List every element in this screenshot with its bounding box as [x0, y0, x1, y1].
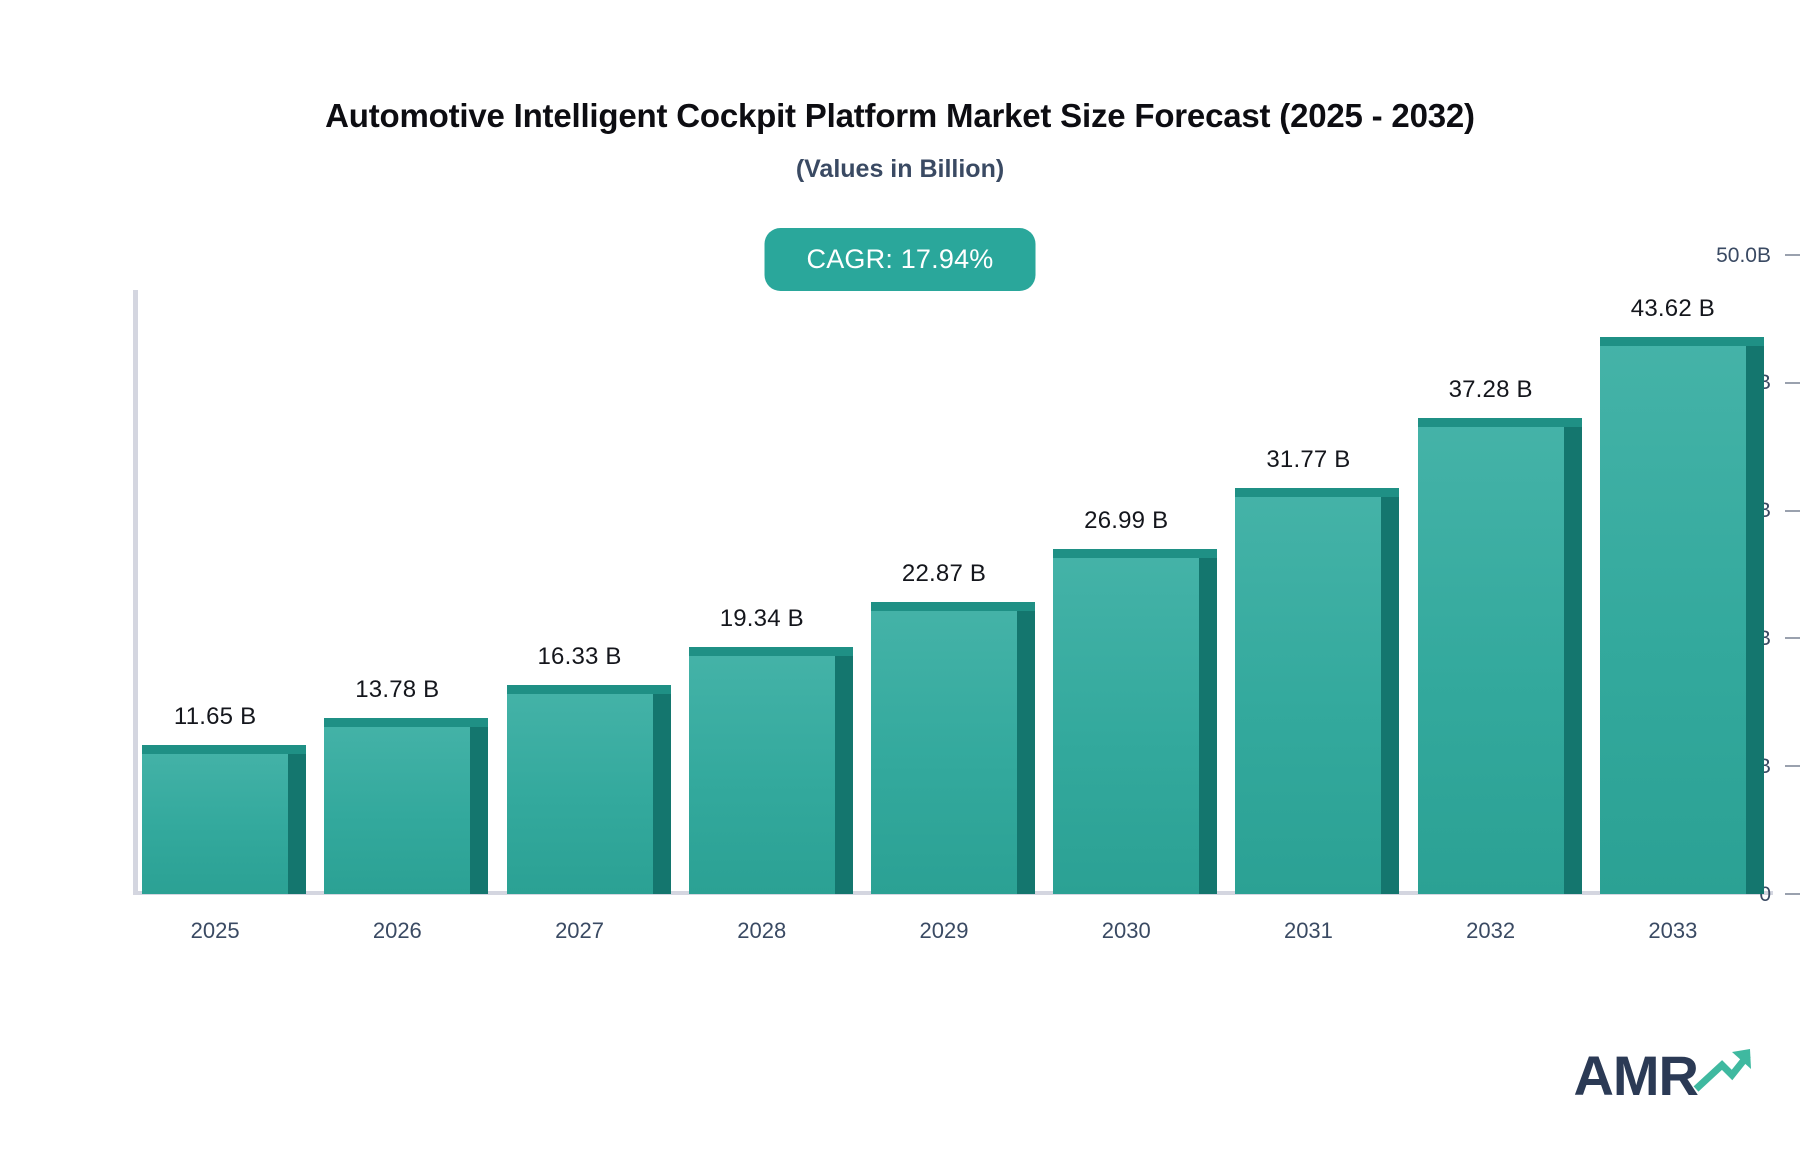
bar-item[interactable]: 19.34 B 2028 [688, 605, 853, 943]
bar-value-label: 16.33 B [537, 643, 622, 671]
bar-side-3d [288, 754, 307, 894]
bar-top-3d [1235, 487, 1400, 497]
bar-face [1053, 549, 1200, 894]
y-axis-tick: 50.0B [1663, 243, 1800, 267]
bar-item[interactable]: 11.65 B 2025 [142, 703, 307, 943]
bar-value-label: 31.77 B [1266, 445, 1351, 473]
bar-top-3d [1417, 417, 1582, 427]
x-axis-tick-label: 2025 [190, 918, 240, 943]
bar-face [142, 745, 289, 894]
bar-face [1235, 487, 1382, 894]
bar-top-3d [506, 685, 671, 695]
cagr-badge: CAGR: 17.94% [764, 228, 1036, 291]
x-axis-tick-label: 2032 [1466, 918, 1516, 943]
y-axis-tick-mark [1785, 637, 1800, 640]
y-axis-tick-label: 0 [1759, 882, 1771, 906]
bar-value-label: 22.87 B [901, 559, 987, 587]
x-axis-tick-label: 2033 [1648, 918, 1698, 943]
bar-item[interactable]: 16.33 B 2027 [506, 643, 671, 943]
growth-arrow-icon [1692, 1047, 1752, 1098]
bar-side-3d [1199, 558, 1218, 894]
x-axis-tick-label: 2027 [555, 918, 605, 943]
amr-wordmark: AMR [1573, 1044, 1699, 1107]
amr-logo: AMR [1573, 1047, 1752, 1104]
y-axis-tick-mark [1785, 381, 1800, 384]
bar-top-3d [1599, 336, 1764, 346]
bar-face [871, 601, 1017, 894]
y-axis-tick-mark [1785, 254, 1800, 256]
x-axis-tick-label: 2028 [737, 918, 787, 943]
bar-top-3d [688, 646, 853, 656]
bar-side-3d [470, 726, 489, 894]
page-title: Automotive Intelligent Cockpit Platform … [325, 97, 1475, 134]
chart-subtitle: (Values in Billion) [795, 154, 1005, 183]
bar-top-3d [142, 745, 307, 755]
bar-value-label: 11.65 B [173, 703, 257, 731]
bar-side-3d [1745, 345, 1764, 894]
bar-face [506, 685, 653, 894]
y-axis-tick-mark [1785, 765, 1800, 768]
y-axis-line [133, 290, 138, 895]
bar-item[interactable]: 37.28 B 2032 [1417, 376, 1582, 943]
y-axis-tick-mark [1785, 509, 1800, 512]
bar-face [324, 717, 471, 894]
bar-value-label: 26.99 B [1084, 507, 1169, 535]
bar-item[interactable]: 31.77 B 2031 [1235, 446, 1400, 943]
bar-item[interactable]: 13.78 B 2026 [324, 676, 489, 943]
bar-side-3d [1017, 610, 1035, 894]
bar-face [688, 646, 835, 894]
bar-top-3d [871, 601, 1035, 611]
bar-value-label: 13.78 B [355, 675, 440, 703]
bar-top-3d [1053, 549, 1218, 559]
bar-item[interactable]: 43.62 B 2033 [1599, 295, 1764, 943]
bar-value-label: 37.28 B [1448, 375, 1533, 403]
x-axis-tick-label: 2029 [919, 918, 969, 943]
bar-item[interactable]: 22.87 B 2029 [871, 560, 1035, 943]
y-axis-tick: 0 [1663, 882, 1800, 906]
bar-side-3d [834, 655, 853, 894]
bar-value-label: 19.34 B [719, 604, 804, 632]
x-axis-tick-label: 2030 [1101, 918, 1151, 943]
chart-header: Automotive Intelligent Cockpit Platform … [0, 96, 1800, 184]
bar-value-label: 43.62 B [1630, 294, 1715, 322]
x-axis-tick-label: 2031 [1283, 918, 1333, 943]
bar-top-3d [324, 717, 489, 727]
x-axis-tick-label: 2026 [372, 918, 422, 943]
y-axis-tick-label: 50.0B [1716, 243, 1771, 267]
bar-side-3d [652, 694, 671, 894]
y-axis-tick-mark [1785, 893, 1800, 895]
bar-side-3d [1381, 496, 1400, 894]
bar-face [1599, 336, 1746, 894]
bar-side-3d [1563, 426, 1582, 894]
bar-item[interactable]: 26.99 B 2030 [1053, 507, 1218, 943]
bar-face [1417, 417, 1564, 894]
